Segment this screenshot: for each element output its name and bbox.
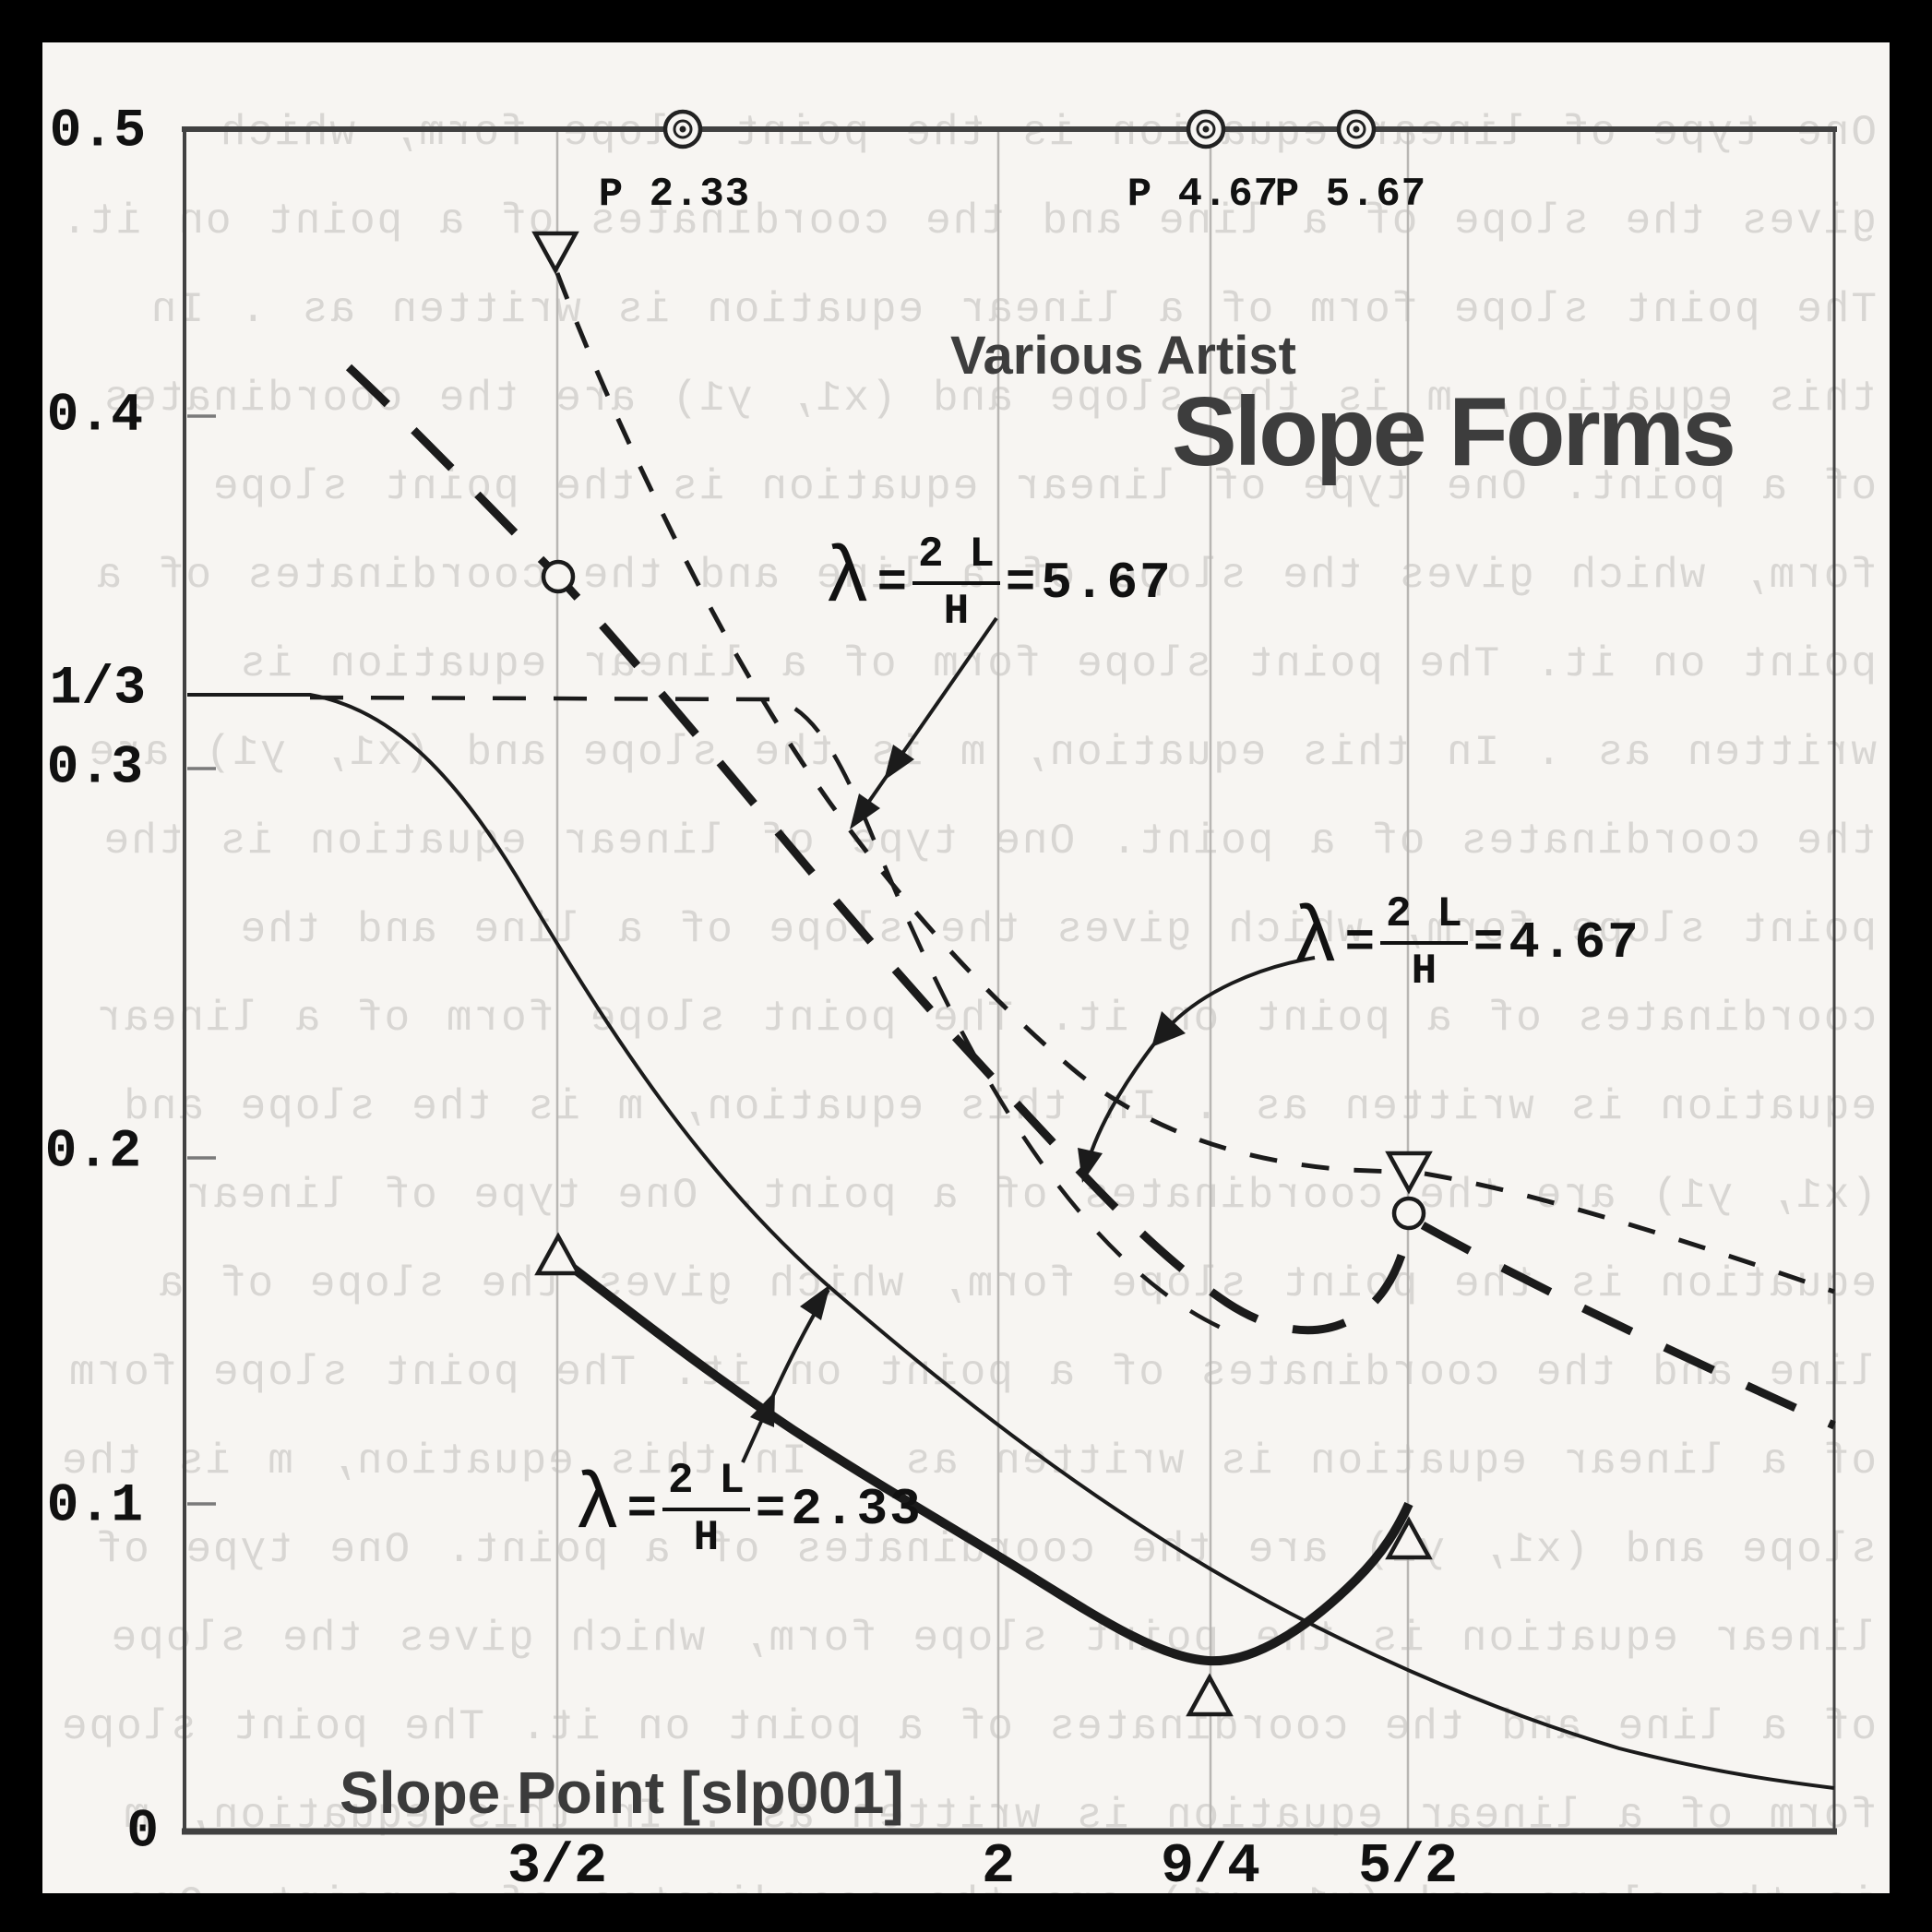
plot-frame	[182, 126, 1837, 1835]
curve-markers	[531, 231, 1433, 1717]
fraction-denominator: H	[1411, 948, 1437, 996]
lambda-value: 4.67	[1509, 913, 1640, 972]
curve-thin-solid-reference	[187, 693, 1835, 1790]
up-triangle-marker	[534, 1232, 582, 1276]
equals-sign: =	[1005, 555, 1036, 612]
y-axis-label-0-2: 0.2	[44, 1122, 141, 1183]
curve-thick-solid	[555, 1253, 1413, 1666]
up-triangle-marker	[1186, 1673, 1234, 1717]
border-right	[1890, 0, 1932, 1932]
bullseye-p233-marker	[662, 109, 703, 149]
equals-sign: =	[1473, 914, 1504, 972]
bullseye-p467-marker	[1186, 109, 1226, 149]
fraction-numerator: 2 L	[662, 1460, 750, 1511]
circle-marker	[541, 559, 576, 594]
y-axis-label-one-third: 1/3	[49, 659, 146, 720]
equals-sign: =	[877, 555, 908, 612]
fraction-2L-over-H: 2 L H	[662, 1460, 750, 1559]
equals-sign: =	[1344, 914, 1376, 972]
x-axis-label-2: 2	[981, 1836, 1016, 1899]
artist-name: Various Artist	[950, 326, 1296, 386]
arrow-5-67	[852, 616, 998, 826]
lambda-label-4-67: λ = 2 L H = 4.67	[1292, 893, 1640, 993]
up-triangle-marker	[1385, 1516, 1433, 1560]
border-left	[0, 0, 42, 1932]
fraction-2L-over-H: 2 L H	[1380, 893, 1468, 993]
bullseye-markers	[662, 109, 1377, 149]
y-axis-label-0: 0	[126, 1802, 159, 1863]
curve-thin-short-dash	[555, 272, 1835, 1294]
lambda-symbol: λ	[824, 534, 872, 625]
p-marker-label-467: P 4.67	[1127, 172, 1280, 218]
down-triangle-marker	[531, 231, 579, 275]
fraction-numerator: 2 L	[1380, 893, 1468, 945]
lambda-label-5-67: λ = 2 L H = 5.67	[824, 533, 1173, 633]
gridlines	[555, 129, 1410, 1831]
fraction-denominator: H	[943, 588, 970, 636]
arrowheads	[750, 745, 1186, 1427]
y-axis-label-0-5: 0.5	[49, 101, 146, 162]
x-axis-label-3-2: 3/2	[507, 1836, 608, 1899]
y-axis-label-0-1: 0.1	[46, 1476, 143, 1537]
p-marker-label-233: P 2.33	[598, 172, 751, 218]
equals-sign: =	[755, 1481, 786, 1538]
y-axis-label-0-3: 0.3	[46, 738, 143, 799]
y-axis-ticks	[187, 414, 216, 1506]
p-marker-label-567: P 5.67	[1274, 172, 1427, 218]
y-axis-label-0-4: 0.4	[46, 386, 143, 447]
album-title: Slope Forms	[1172, 377, 1736, 486]
bullseye-p567-marker	[1336, 109, 1377, 149]
x-axis-label-5-2: 5/2	[1357, 1836, 1459, 1899]
x-axis-label-9-4: 9/4	[1160, 1836, 1261, 1899]
fraction-numerator: 2 L	[912, 533, 1000, 585]
circle-marker	[1391, 1196, 1426, 1231]
lambda-symbol: λ	[1292, 894, 1340, 984]
lambda-label-2-33: λ = 2 L H = 2.33	[574, 1460, 923, 1559]
catalog-footer: Slope Point [slp001]	[340, 1759, 904, 1826]
fraction-denominator: H	[693, 1514, 720, 1562]
border-top	[0, 0, 1932, 42]
fraction-2L-over-H: 2 L H	[912, 533, 1000, 633]
border-bottom	[0, 1893, 1932, 1932]
lambda-value: 2.33	[791, 1480, 923, 1539]
down-triangle-marker	[1385, 1151, 1433, 1195]
lambda-value: 5.67	[1041, 554, 1173, 613]
equals-sign: =	[626, 1481, 658, 1538]
lambda-symbol: λ	[574, 1461, 622, 1551]
